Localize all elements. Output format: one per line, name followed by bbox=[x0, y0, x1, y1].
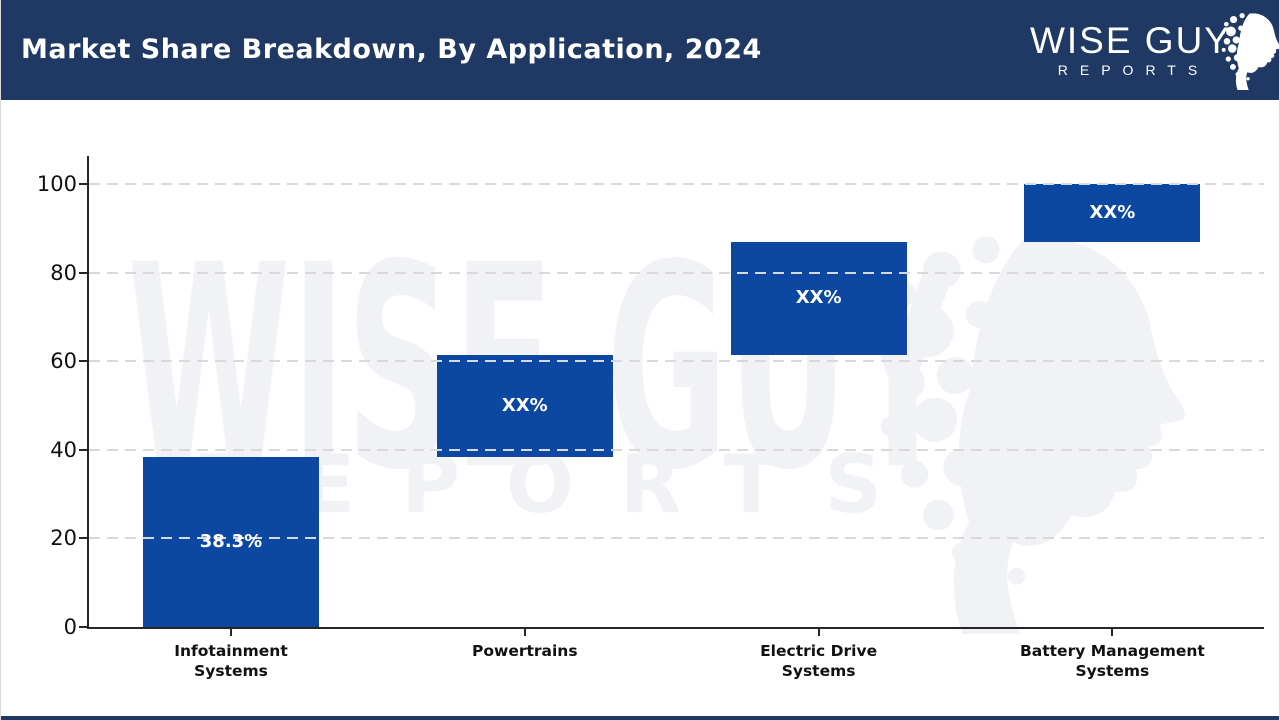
x-tick-label: Battery Management Systems bbox=[1019, 642, 1205, 680]
y-tick-label: 60 bbox=[50, 349, 77, 374]
x-tick-label: Electric Drive Systems bbox=[760, 642, 878, 680]
x-tick-label: Infotainment Systems bbox=[174, 642, 288, 680]
watermark-head-icon bbox=[867, 226, 1207, 634]
brand-text: WISE GUY REPORTS bbox=[1029, 20, 1231, 78]
y-axis-line bbox=[87, 156, 89, 629]
waterfall-bar-3 bbox=[730, 242, 907, 355]
y-tick-label: 0 bbox=[63, 615, 77, 639]
y-tick-mark bbox=[79, 183, 87, 185]
x-tick-mark bbox=[817, 629, 820, 636]
y-tick-mark bbox=[79, 271, 87, 274]
x-axis-line bbox=[87, 627, 1264, 629]
chart-canvas: WISE GUY REPORTS 38.3% Infotainment System… bbox=[1, 100, 1279, 716]
page-title: Market Share Breakdown, By Application, … bbox=[21, 34, 762, 65]
brand-logo: WISE GUY REPORTS bbox=[1030, 8, 1280, 92]
y-tick-label: 20 bbox=[50, 526, 77, 551]
waterfall-bar-1 bbox=[143, 457, 319, 627]
gridline-y-60 bbox=[89, 360, 1264, 363]
gridline-y-40 bbox=[89, 448, 1264, 451]
x-tick-mark bbox=[523, 629, 526, 636]
gridline-y-20 bbox=[89, 537, 1264, 540]
y-tick-mark bbox=[79, 537, 87, 540]
x-tick-mark bbox=[230, 629, 232, 636]
waterfall-bar-4 bbox=[1024, 184, 1201, 243]
header: Market Share Breakdown, By Application, … bbox=[1, 0, 1280, 100]
head-profile-dots-icon bbox=[1219, 11, 1280, 90]
bar-value-label: XX% bbox=[1089, 202, 1136, 223]
y-tick-label: 80 bbox=[50, 260, 77, 285]
bar-value-label: XX% bbox=[795, 287, 842, 309]
y-tick-label: 40 bbox=[50, 437, 77, 462]
waterfall-bar-2 bbox=[436, 354, 613, 458]
x-tick-mark bbox=[1111, 629, 1114, 636]
gridline-y-100 bbox=[89, 183, 1264, 185]
y-tick-mark bbox=[79, 448, 87, 451]
x-tick-label: Powertrains bbox=[472, 642, 578, 660]
gridline-y-80 bbox=[89, 271, 1264, 274]
bar-value-label: 38.3% bbox=[199, 531, 263, 553]
y-tick-label: 100 bbox=[36, 172, 77, 196]
y-tick-mark bbox=[79, 360, 87, 363]
y-tick-mark bbox=[79, 626, 87, 628]
footer-bar bbox=[1, 716, 1279, 720]
brand-name: WISE GUY bbox=[1029, 20, 1231, 62]
bar-value-label: XX% bbox=[501, 394, 548, 416]
brand-tagline: REPORTS bbox=[1057, 61, 1210, 78]
